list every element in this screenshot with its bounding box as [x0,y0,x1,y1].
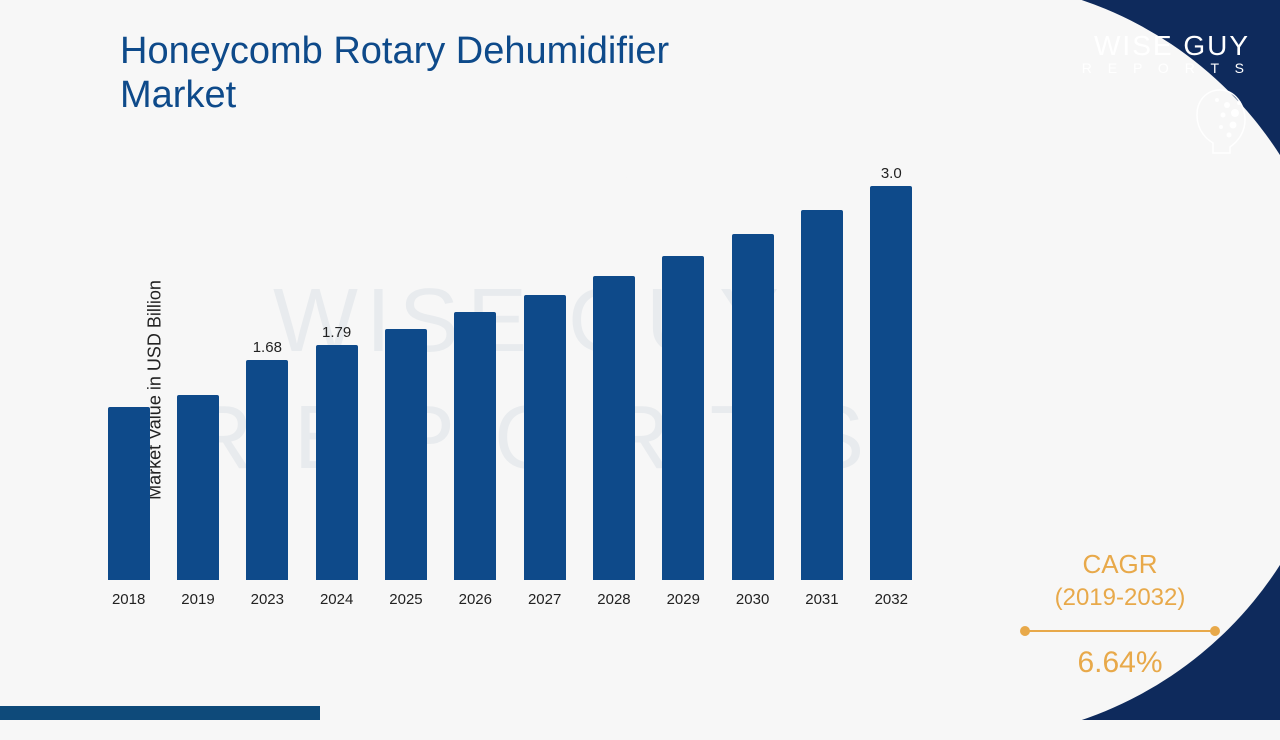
cagr-value: 6.64% [1000,646,1240,680]
bar-col: 2030 [727,160,778,580]
bar-col: 2019 [172,160,223,580]
bar [732,234,774,581]
bar-value-label: 1.68 [253,339,282,356]
bar [316,345,358,580]
bar [385,329,427,580]
x-tick-label: 2032 [875,591,908,608]
logo: WISE GUY R E P O R T S [1082,30,1250,76]
cagr-title: CAGR [1000,549,1240,580]
cagr-period: (2019-2032) [1000,584,1240,612]
x-tick-label: 2025 [389,591,422,608]
x-tick-label: 2029 [667,591,700,608]
x-tick-label: 2024 [320,591,353,608]
logo-line1: WISE GUY [1082,30,1250,62]
bar-col: 2025 [380,160,431,580]
bar [870,186,912,580]
bar [662,256,704,580]
x-tick-label: 2028 [597,591,630,608]
bar-value-label: 3.0 [881,165,902,182]
bar [593,276,635,581]
bar-col: 1.682023 [242,160,293,580]
bar [177,395,219,580]
bar [454,312,496,580]
bar-col: 1.792024 [311,160,362,580]
chart-title: Honeycomb Rotary Dehumidifier Market [120,30,720,117]
bar-col: 2027 [519,160,570,580]
bottom-accent-bar [0,706,320,720]
x-tick-label: 2030 [736,591,769,608]
x-tick-label: 2018 [112,591,145,608]
cagr-block: CAGR (2019-2032) 6.64% [1000,549,1240,680]
x-tick-label: 2019 [181,591,214,608]
bar [108,407,150,580]
bar-col: 2028 [588,160,639,580]
bar-col: 2031 [796,160,847,580]
logo-line2: R E P O R T S [1082,60,1250,76]
x-tick-label: 2027 [528,591,561,608]
bar [246,360,288,581]
cagr-divider [1025,630,1215,632]
x-tick-label: 2031 [805,591,838,608]
x-tick-label: 2026 [459,591,492,608]
plot-area: 2018 2019 1.682023 1.792024 2025 2026 2027 2028… [95,160,925,580]
bar-chart: Market Value in USD Billion 201820191.68… [55,160,925,620]
bar-value-label: 1.79 [322,324,351,341]
bar-col: 3.02032 [866,160,917,580]
bar-col: 2018 [103,160,154,580]
bar [801,210,843,580]
bar-col: 2026 [450,160,501,580]
bar-col: 2029 [658,160,709,580]
bar [524,295,566,580]
logo-head-icon [1185,85,1255,155]
x-tick-label: 2023 [251,591,284,608]
